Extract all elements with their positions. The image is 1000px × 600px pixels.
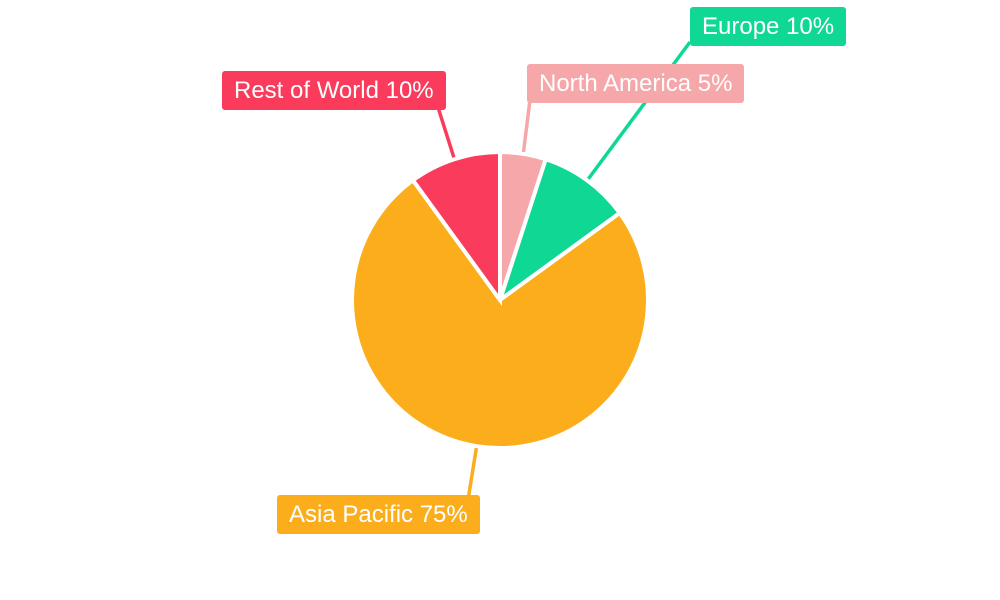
pie-slice-rest-of-world[interactable] [410, 149, 502, 307]
leader-line-europe [584, 40, 692, 184]
leader-line-asia-pacific [466, 443, 479, 501]
pie-slice-europe[interactable] [496, 156, 623, 306]
leader-line-rest-of-world [434, 100, 457, 162]
callout-label-europe[interactable]: Europe 10% [690, 7, 847, 46]
callout-label-asia-pacific[interactable]: Asia Pacific 75% [277, 495, 480, 534]
callout-label-north-america[interactable]: North America 5% [527, 64, 745, 103]
pie-slice-asia-pacific[interactable] [350, 177, 650, 450]
pie-slices [350, 149, 650, 450]
callout-label-rest-of-world[interactable]: Rest of World 10% [222, 71, 446, 110]
leader-line-north-america [521, 99, 532, 157]
